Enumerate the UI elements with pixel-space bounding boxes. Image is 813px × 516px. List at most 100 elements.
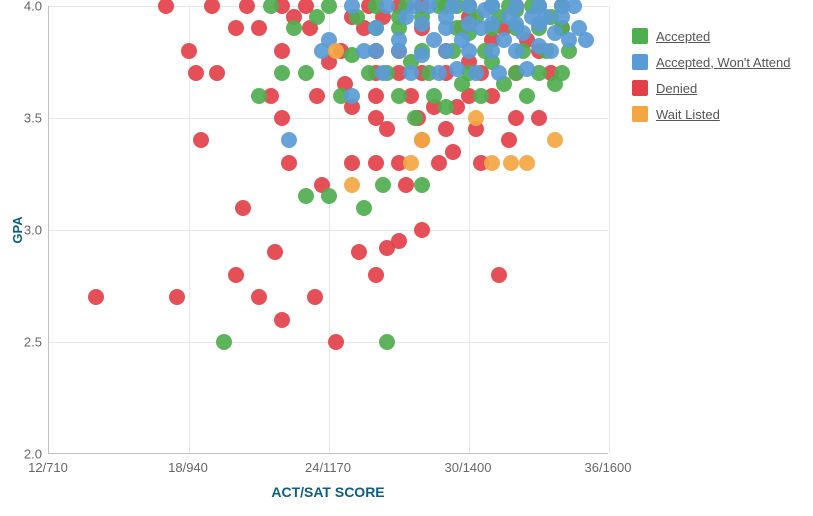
legend: Accepted Accepted, Won't Attend Denied Wait… bbox=[632, 28, 791, 132]
data-point bbox=[228, 20, 244, 36]
data-point bbox=[181, 43, 197, 59]
data-point bbox=[391, 88, 407, 104]
data-point bbox=[281, 155, 297, 171]
data-point bbox=[515, 25, 531, 41]
data-point bbox=[251, 20, 267, 36]
data-point bbox=[228, 267, 244, 283]
data-point bbox=[158, 0, 174, 14]
data-point bbox=[309, 88, 325, 104]
data-point bbox=[298, 188, 314, 204]
y-tick-label: 2.5 bbox=[18, 335, 42, 350]
data-point bbox=[368, 88, 384, 104]
data-point bbox=[274, 65, 290, 81]
data-point bbox=[368, 267, 384, 283]
data-point bbox=[344, 88, 360, 104]
y-tick-label: 3.0 bbox=[18, 223, 42, 238]
data-point bbox=[578, 32, 594, 48]
legend-item-accepted-no-attend[interactable]: Accepted, Won't Attend bbox=[632, 54, 791, 70]
x-tick-label: 24/1170 bbox=[305, 460, 351, 475]
data-point bbox=[503, 155, 519, 171]
data-point bbox=[501, 132, 517, 148]
data-point bbox=[543, 43, 559, 59]
data-point bbox=[344, 177, 360, 193]
gridline-vertical bbox=[609, 6, 610, 453]
data-point bbox=[188, 65, 204, 81]
data-point bbox=[368, 155, 384, 171]
data-point bbox=[414, 16, 430, 32]
data-point bbox=[274, 312, 290, 328]
data-point bbox=[368, 20, 384, 36]
legend-item-wait-listed[interactable]: Wait Listed bbox=[632, 106, 791, 122]
data-point bbox=[375, 177, 391, 193]
data-point bbox=[414, 47, 430, 63]
legend-label: Accepted, Won't Attend bbox=[656, 55, 791, 70]
x-tick-label: 30/1400 bbox=[445, 460, 492, 475]
data-point bbox=[351, 244, 367, 260]
data-point bbox=[491, 65, 507, 81]
data-point bbox=[531, 110, 547, 126]
data-point bbox=[519, 88, 535, 104]
data-point bbox=[468, 110, 484, 126]
data-point bbox=[438, 121, 454, 137]
data-point bbox=[281, 132, 297, 148]
data-point bbox=[216, 334, 232, 350]
data-point bbox=[414, 177, 430, 193]
data-point bbox=[547, 132, 563, 148]
legend-label: Accepted bbox=[656, 29, 710, 44]
data-point bbox=[267, 244, 283, 260]
data-point bbox=[328, 334, 344, 350]
data-point bbox=[554, 65, 570, 81]
legend-item-denied[interactable]: Denied bbox=[632, 80, 791, 96]
data-point bbox=[407, 110, 423, 126]
data-point bbox=[204, 0, 220, 14]
data-point bbox=[484, 16, 500, 32]
data-point bbox=[403, 65, 419, 81]
data-point bbox=[379, 334, 395, 350]
y-tick-label: 2.0 bbox=[18, 447, 42, 462]
data-point bbox=[438, 99, 454, 115]
legend-swatch bbox=[632, 54, 648, 70]
gridline-horizontal bbox=[49, 230, 608, 231]
data-point bbox=[414, 132, 430, 148]
data-point bbox=[375, 65, 391, 81]
legend-label: Wait Listed bbox=[656, 107, 720, 122]
data-point bbox=[449, 61, 465, 77]
legend-item-accepted[interactable]: Accepted bbox=[632, 28, 791, 44]
data-point bbox=[368, 43, 384, 59]
data-point bbox=[445, 144, 461, 160]
data-point bbox=[473, 88, 489, 104]
data-point bbox=[391, 32, 407, 48]
data-point bbox=[414, 222, 430, 238]
x-tick-label: 36/1600 bbox=[585, 460, 632, 475]
data-point bbox=[461, 43, 477, 59]
data-point bbox=[508, 110, 524, 126]
y-tick-label: 3.5 bbox=[18, 111, 42, 126]
data-point bbox=[438, 43, 454, 59]
data-point bbox=[298, 65, 314, 81]
x-tick-label: 12/710 bbox=[28, 460, 68, 475]
data-point bbox=[403, 155, 419, 171]
legend-swatch bbox=[632, 28, 648, 44]
data-point bbox=[328, 43, 344, 59]
plot-area bbox=[48, 6, 608, 454]
data-point bbox=[274, 43, 290, 59]
data-point bbox=[239, 0, 255, 14]
data-point bbox=[566, 0, 582, 14]
legend-swatch bbox=[632, 80, 648, 96]
data-point bbox=[344, 155, 360, 171]
data-point bbox=[431, 65, 447, 81]
data-point bbox=[468, 65, 484, 81]
data-point bbox=[379, 121, 395, 137]
legend-label: Denied bbox=[656, 81, 697, 96]
data-point bbox=[209, 65, 225, 81]
scatter-chart: GPA ACT/SAT SCORE AcceptedAccepted, Won'… bbox=[0, 0, 813, 516]
gridline-horizontal bbox=[49, 118, 608, 119]
data-point bbox=[398, 177, 414, 193]
data-point bbox=[538, 9, 554, 25]
data-point bbox=[307, 289, 323, 305]
data-point bbox=[169, 289, 185, 305]
data-point bbox=[251, 289, 267, 305]
x-axis-title: ACT/SAT SCORE bbox=[271, 484, 384, 500]
data-point bbox=[508, 43, 524, 59]
data-point bbox=[251, 88, 267, 104]
